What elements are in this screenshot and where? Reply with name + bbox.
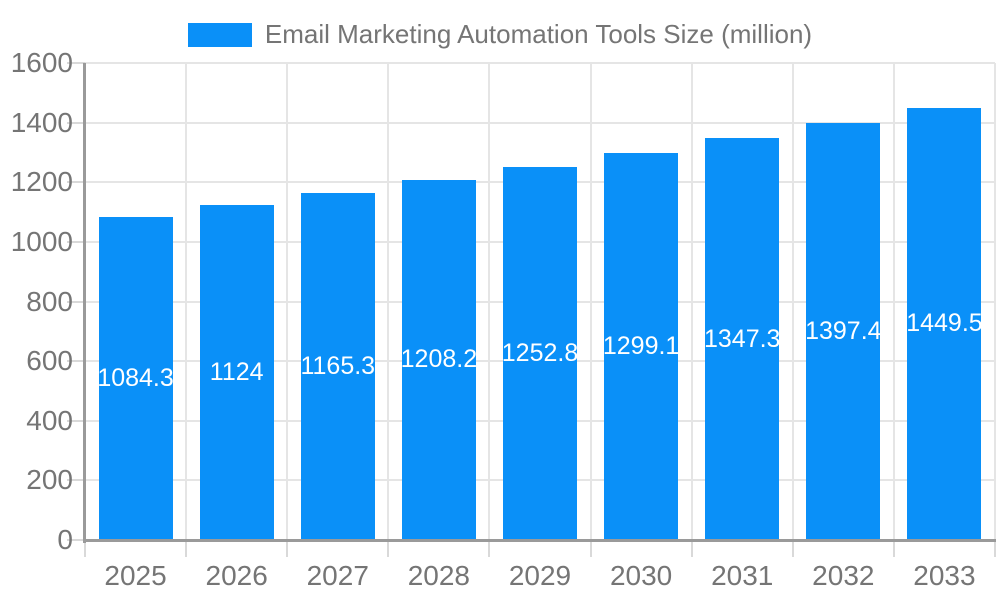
x-gridline — [185, 63, 188, 540]
x-axis-label: 2033 — [913, 560, 976, 591]
x-axis-label: 2029 — [508, 560, 572, 591]
bar-value-label: 1124 — [209, 357, 264, 386]
x-tick-mark — [185, 542, 188, 557]
x-gridline — [791, 63, 794, 540]
y-axis-label: 600 — [26, 345, 73, 377]
x-gridline — [286, 63, 289, 540]
x-axis-label: 2032 — [812, 560, 875, 591]
x-tick-mark — [589, 542, 592, 557]
y-axis-label: 1000 — [10, 225, 73, 257]
y-axis-label: 1400 — [10, 106, 73, 138]
bar-value-label: 1397.4 — [805, 317, 882, 346]
bar-value-label: 1084.3 — [97, 363, 174, 392]
y-tick-mark — [67, 300, 85, 303]
legend-swatch — [187, 22, 252, 47]
y-tick-mark — [67, 539, 85, 541]
bar-value-label: 1347.3 — [703, 324, 781, 353]
x-axis-label: 2028 — [407, 560, 471, 591]
x-axis-label: 2027 — [306, 560, 369, 591]
y-tick-mark — [67, 240, 85, 243]
y-axis-line — [83, 63, 86, 543]
y-axis-label: 1200 — [10, 166, 73, 198]
y-axis-label: 800 — [26, 285, 73, 317]
bar-2028[interactable]: 1208.2 — [400, 179, 478, 540]
bar-2025[interactable]: 1084.3 — [97, 216, 174, 540]
y-axis-label: 400 — [26, 404, 73, 436]
y-axis-label: 0 — [57, 524, 73, 555]
bar-2030[interactable]: 1299.1 — [602, 152, 680, 540]
x-axis-label: 2025 — [104, 560, 167, 591]
bar-value-label: 1299.1 — [602, 331, 680, 360]
y-tick-mark — [67, 121, 85, 124]
x-gridline — [488, 63, 491, 540]
x-axis-label: 2031 — [711, 560, 774, 591]
x-gridline — [690, 63, 693, 540]
y-gridline — [85, 121, 995, 124]
x-tick-mark — [994, 542, 996, 557]
x-gridline — [387, 63, 390, 540]
bar-2031[interactable]: 1347.3 — [703, 138, 781, 540]
bar-value-label: 1208.2 — [400, 345, 478, 374]
bar-value-label: 1449.5 — [906, 309, 983, 338]
bar-2026[interactable]: 1124 — [199, 204, 274, 540]
x-tick-mark — [387, 542, 390, 557]
x-axis-label: 2030 — [609, 560, 673, 591]
x-tick-mark — [791, 542, 794, 557]
legend-title: Email Marketing Automation Tools Size (m… — [264, 19, 813, 49]
x-tick-mark — [690, 542, 693, 557]
x-gridline — [589, 63, 592, 540]
x-tick-mark — [892, 542, 895, 557]
bar-value-label: 1165.3 — [300, 351, 376, 380]
y-tick-mark — [67, 62, 85, 64]
y-gridline — [85, 62, 995, 64]
x-gridline — [892, 63, 895, 540]
x-tick-mark — [84, 542, 86, 557]
bar-2029[interactable]: 1252.8 — [501, 166, 579, 540]
bar-2027[interactable]: 1165.3 — [300, 192, 376, 540]
bar-value-label: 1252.8 — [501, 338, 579, 367]
y-tick-mark — [67, 360, 85, 363]
x-tick-mark — [286, 542, 289, 557]
bar-2032[interactable]: 1397.4 — [805, 123, 882, 540]
chart-legend[interactable]: Email Marketing Automation Tools Size (m… — [0, 19, 1000, 50]
y-tick-mark — [67, 479, 85, 482]
x-axis-line — [83, 539, 996, 542]
y-tick-mark — [67, 419, 85, 422]
x-tick-mark — [488, 542, 491, 557]
y-axis-label: 1600 — [10, 47, 73, 78]
x-axis-label: 2026 — [205, 560, 268, 591]
y-axis-label: 200 — [26, 464, 73, 496]
x-gridline — [994, 63, 996, 540]
bar-2033[interactable]: 1449.5 — [906, 107, 983, 540]
y-tick-mark — [67, 181, 85, 184]
